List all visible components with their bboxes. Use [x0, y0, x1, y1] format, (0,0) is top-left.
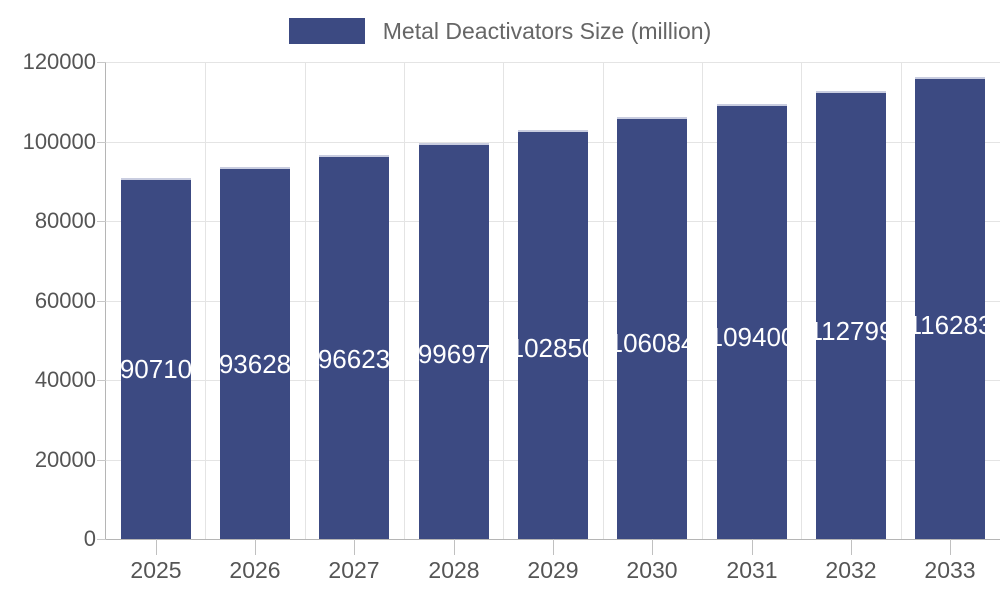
bar[interactable] [121, 178, 191, 539]
y-tick-mark [97, 62, 106, 63]
bar[interactable] [518, 130, 588, 539]
x-axis-tick-label: 2027 [328, 557, 380, 583]
x-tick-mark [156, 539, 157, 555]
y-tick-mark [97, 459, 106, 461]
legend-swatch-icon [288, 18, 365, 44]
y-axis-tick-label: 100000 [22, 128, 96, 154]
y-tick-mark [97, 221, 106, 222]
x-axis-tick-label: 2030 [626, 557, 678, 583]
x-axis-tick-label: 2031 [726, 557, 778, 583]
x-tick-mark [752, 539, 753, 555]
x-tick-mark [454, 539, 455, 555]
x-gridline [205, 62, 206, 539]
x-tick-mark [851, 539, 852, 555]
bar[interactable] [220, 167, 290, 539]
x-gridline [503, 62, 504, 539]
x-tick-mark [652, 539, 653, 555]
y-tick-mark [97, 141, 106, 143]
x-tick-mark [950, 539, 951, 555]
x-gridline [901, 62, 902, 539]
x-gridline [702, 62, 703, 539]
y-tick-mark [97, 539, 106, 540]
chart-legend: Metal Deactivators Size (million) [0, 10, 1000, 52]
y-axis-tick-label: 20000 [34, 446, 96, 472]
bar[interactable] [617, 117, 687, 539]
y-axis-tick-label: 40000 [34, 367, 96, 392]
bar[interactable] [816, 91, 886, 539]
y-axis-tick-label: 0 [83, 526, 96, 551]
x-gridline [801, 62, 802, 539]
bar[interactable] [915, 77, 985, 539]
y-axis-tick-label: 120000 [22, 49, 96, 74]
bar[interactable] [419, 143, 489, 539]
x-axis-tick-label: 2032 [825, 557, 877, 583]
x-gridline [404, 62, 405, 539]
y-tick-mark [97, 300, 106, 302]
x-axis-tick-label: 2025 [130, 557, 182, 583]
x-gridline [305, 62, 306, 539]
bar[interactable] [717, 104, 787, 539]
x-axis-tick-label: 2033 [924, 557, 976, 583]
legend-label: Metal Deactivators Size (million) [382, 17, 712, 44]
x-tick-mark [553, 539, 554, 555]
x-tick-mark [354, 539, 355, 555]
x-gridline [603, 62, 604, 539]
y-gridline [106, 62, 1000, 63]
plot-area: 0 20000 40000 60000 80000 100000 120000 90710 20… [23, 51, 1000, 582]
x-axis-tick-label: 2028 [428, 557, 480, 583]
y-axis-tick-label: 80000 [34, 208, 96, 233]
y-axis-tick-label: 60000 [34, 287, 96, 313]
y-tick-mark [97, 380, 106, 381]
bar[interactable] [319, 155, 389, 539]
x-axis-tick-label: 2026 [229, 557, 281, 583]
x-tick-mark [255, 539, 256, 555]
x-axis-tick-label: 2029 [527, 557, 579, 583]
